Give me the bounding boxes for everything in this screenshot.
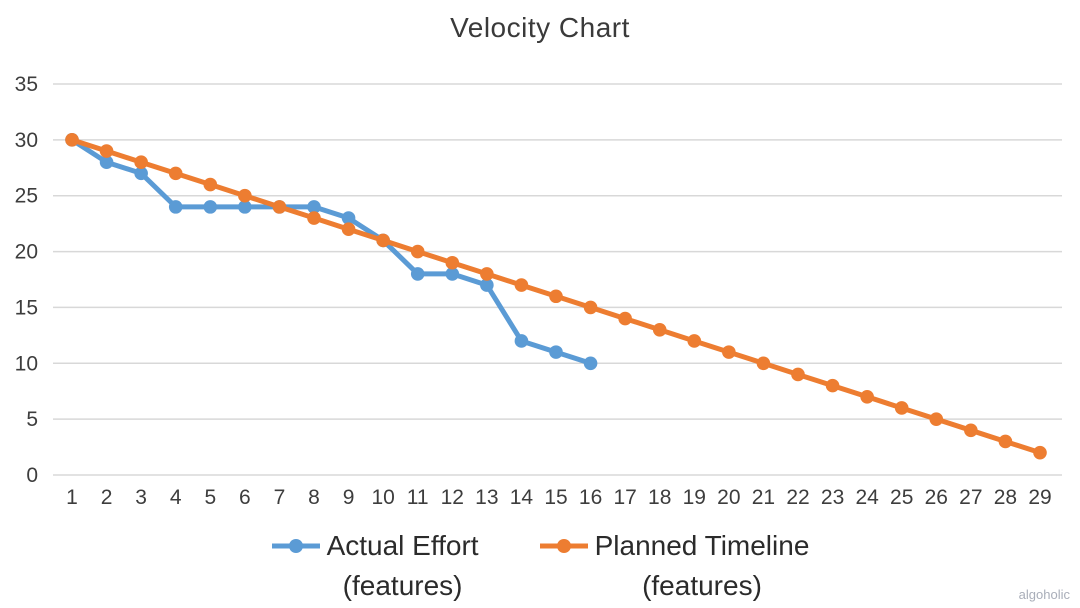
x-tick-label: 11 [407, 486, 429, 509]
series-point-planned-timeline-features [341, 222, 356, 237]
series-point-planned-timeline-features [549, 289, 563, 304]
x-tick-label: 17 [613, 486, 636, 509]
series-point-planned-timeline-features [1033, 445, 1047, 460]
series-point-actual-effort-features [480, 278, 494, 292]
legend-label-line2: (features) [642, 570, 762, 601]
series-point-actual-effort-features [445, 267, 460, 281]
series-point-planned-timeline-features [134, 155, 148, 169]
series-point-planned-timeline-features [929, 412, 944, 426]
series-point-actual-effort-features [307, 200, 321, 214]
series-point-planned-timeline-features [791, 367, 805, 382]
chart-title: Velocity Chart [450, 12, 630, 43]
series-point-actual-effort-features [99, 155, 114, 169]
series-point-actual-effort-features [549, 345, 563, 359]
x-tick-label: 15 [544, 486, 567, 509]
series-point-planned-timeline-features [238, 188, 252, 203]
y-tick-label: 0 [26, 464, 38, 487]
series-point-planned-timeline-features [756, 356, 771, 371]
x-tick-label: 21 [752, 486, 775, 509]
legend-item-actual-effort: Actual Effort (features) [271, 526, 479, 606]
x-tick-label: 6 [239, 486, 251, 509]
series-point-planned-timeline-features [65, 133, 79, 147]
x-tick-label: 20 [717, 486, 740, 509]
series-point-planned-timeline-features [964, 423, 978, 438]
x-tick-label: 4 [170, 486, 182, 509]
series-point-actual-effort-features [583, 356, 598, 371]
x-tick-label: 7 [274, 486, 286, 509]
y-tick-label: 25 [15, 185, 38, 208]
series-point-actual-effort-features [203, 200, 218, 214]
y-tick-label: 10 [15, 352, 38, 375]
x-tick-label: 3 [135, 486, 147, 509]
planned-timeline-marker-icon [539, 539, 588, 553]
series-point-planned-timeline-features [514, 278, 529, 292]
x-tick-label: 16 [579, 486, 602, 509]
series-point-planned-timeline-features [376, 233, 390, 248]
series-point-planned-timeline-features [652, 322, 667, 337]
series-point-actual-effort-features [410, 267, 425, 281]
series-point-planned-timeline-features [445, 255, 460, 270]
series-point-planned-timeline-features [410, 244, 425, 259]
x-tick-label: 23 [821, 486, 844, 509]
x-tick-label: 1 [66, 486, 78, 509]
y-tick-label: 5 [26, 408, 38, 431]
x-tick-label: 9 [343, 486, 355, 509]
y-tick-label: 20 [15, 241, 38, 264]
series-point-planned-timeline-features [480, 267, 494, 281]
series-point-planned-timeline-features [618, 311, 632, 326]
legend-label-actual-effort: Actual Effort (features) [327, 526, 479, 606]
x-tick-label: 24 [855, 486, 879, 509]
actual-effort-marker-icon [271, 539, 320, 553]
x-tick-label: 26 [925, 486, 948, 509]
series-point-planned-timeline-features [687, 334, 702, 348]
legend-label-planned-timeline: Planned Timeline (features) [595, 526, 810, 606]
series-point-actual-effort-features [514, 334, 529, 348]
x-tick-label: 14 [510, 486, 534, 509]
y-tick-label: 15 [15, 296, 38, 319]
series-point-planned-timeline-features [168, 166, 183, 181]
series-point-planned-timeline-features [722, 345, 736, 359]
x-tick-label: 25 [890, 486, 913, 509]
series-point-planned-timeline-features [998, 434, 1013, 449]
watermark: algoholic [1018, 587, 1070, 602]
legend-item-planned-timeline: Planned Timeline (features) [539, 526, 810, 606]
series-point-planned-timeline-features [272, 200, 287, 214]
x-tick-label: 29 [1028, 486, 1051, 509]
legend-label-line1: Planned Timeline [594, 530, 810, 561]
series-point-planned-timeline-features [203, 177, 218, 192]
series-point-actual-effort-features [238, 200, 252, 214]
series-point-actual-effort-features [341, 211, 356, 225]
x-tick-label: 22 [786, 486, 809, 509]
y-tick-label: 35 [15, 73, 38, 96]
series-point-planned-timeline-features [825, 378, 840, 393]
x-tick-label: 2 [101, 486, 113, 509]
series-line-actual-effort-features [69, 137, 594, 366]
series-point-actual-effort-features [134, 166, 148, 181]
x-tick-label: 27 [959, 486, 982, 509]
x-tick-label: 13 [475, 486, 498, 509]
legend-label-line1: Actual Effort [326, 530, 479, 561]
series-point-actual-effort-features [168, 200, 183, 214]
x-tick-label: 18 [648, 486, 671, 509]
x-tick-label: 10 [371, 486, 394, 509]
y-tick-label: 30 [15, 129, 38, 152]
series-point-planned-timeline-features [860, 390, 874, 404]
x-tick-label: 8 [308, 486, 320, 509]
x-tick-label: 28 [994, 486, 1017, 509]
series-point-planned-timeline-features [99, 144, 114, 158]
x-tick-label: 12 [441, 486, 464, 509]
x-tick-label: 19 [683, 486, 706, 509]
series-point-planned-timeline-features [307, 211, 321, 225]
x-tick-label: 5 [204, 486, 216, 509]
legend: Actual Effort (features) Planned Timelin… [0, 526, 1080, 606]
series-point-planned-timeline-features [583, 300, 598, 315]
series-point-planned-timeline-features [894, 401, 909, 415]
legend-label-line2: (features) [342, 570, 463, 601]
